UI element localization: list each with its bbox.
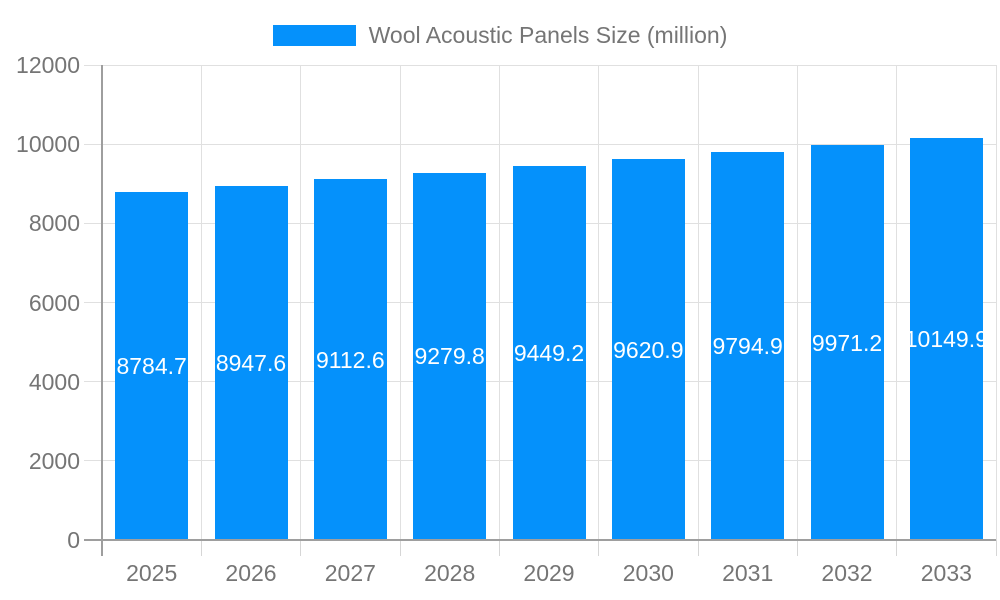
x-tick-label: 2033 — [920, 560, 972, 586]
x-tick-label: 2026 — [225, 560, 277, 586]
x-tick-mark — [498, 540, 500, 556]
legend-label: Wool Acoustic Panels Size (million) — [368, 22, 728, 48]
category-gridline — [796, 65, 798, 540]
bar-2032[interactable] — [810, 145, 884, 540]
y-tick-label: 4000 — [28, 368, 80, 395]
bar-2029[interactable] — [512, 165, 586, 540]
legend-item[interactable]: Wool Acoustic Panels Size (million) — [272, 22, 728, 49]
y-tick-label: 10000 — [16, 131, 80, 158]
bar-2025[interactable] — [115, 192, 189, 540]
y-gridline — [84, 143, 996, 145]
x-tick-label: 2027 — [324, 560, 376, 586]
x-tick-mark — [200, 540, 202, 556]
category-gridline — [995, 65, 997, 540]
category-gridline — [598, 65, 600, 540]
x-tick-mark — [399, 540, 401, 556]
x-tick-mark — [995, 540, 997, 556]
category-gridline — [697, 65, 699, 540]
bar-2026[interactable] — [214, 185, 288, 540]
bar-2027[interactable] — [313, 179, 387, 540]
y-tick-label: 8000 — [28, 210, 80, 237]
legend: Wool Acoustic Panels Size (million) — [0, 22, 1000, 49]
y-tick-label: 0 — [67, 527, 80, 553]
x-tick-mark — [896, 540, 898, 556]
x-tick-mark — [796, 540, 798, 556]
bar-2031[interactable] — [711, 152, 785, 540]
legend-swatch — [272, 25, 356, 46]
category-gridline — [399, 65, 401, 540]
category-gridline — [300, 65, 302, 540]
x-tick-label: 2025 — [126, 560, 178, 586]
category-gridline — [896, 65, 898, 540]
y-gridline — [84, 64, 996, 66]
y-tick-label: 12000 — [16, 52, 80, 78]
x-axis-line — [84, 539, 996, 541]
x-tick-mark — [697, 540, 699, 556]
x-tick-mark — [598, 540, 600, 556]
bar-2033[interactable] — [909, 138, 983, 540]
x-tick-label: 2029 — [523, 560, 575, 586]
y-tick-label: 2000 — [28, 447, 80, 474]
x-tick-label: 2028 — [424, 560, 476, 586]
y-axis-line — [101, 65, 103, 556]
x-tick-label: 2032 — [821, 560, 873, 586]
bar-2028[interactable] — [413, 172, 487, 540]
x-tick-mark — [300, 540, 302, 556]
category-gridline — [200, 65, 202, 540]
y-tick-label: 6000 — [28, 289, 80, 316]
x-tick-label: 2030 — [622, 560, 674, 586]
category-gridline — [498, 65, 500, 540]
bar-2030[interactable] — [611, 159, 685, 540]
x-tick-label: 2031 — [722, 560, 774, 586]
